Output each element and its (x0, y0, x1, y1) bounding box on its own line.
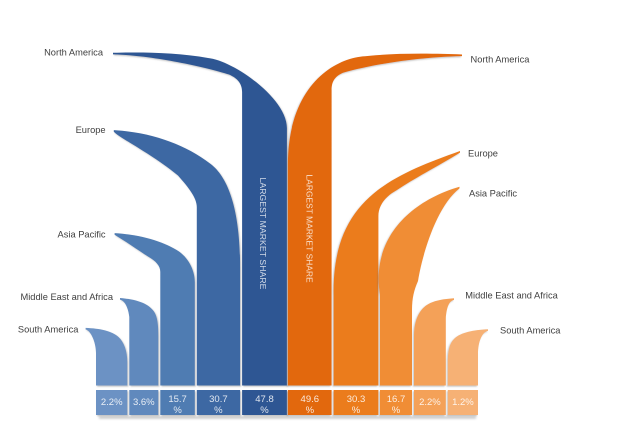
svg-text:2.2%: 2.2% (419, 397, 441, 408)
svg-text:16.7: 16.7 (387, 394, 406, 405)
svg-text:Asia Pacific: Asia Pacific (469, 188, 517, 198)
svg-text:47.8: 47.8 (255, 394, 274, 405)
svg-text:LARGEST MARKET SHARE: LARGEST MARKET SHARE (305, 175, 315, 284)
svg-text:LARGEST MARKET SHARE: LARGEST MARKET SHARE (258, 178, 268, 290)
svg-text:South America: South America (18, 324, 79, 334)
svg-text:15.7: 15.7 (168, 394, 187, 405)
svg-text:30.7: 30.7 (209, 394, 228, 405)
svg-text:Middle East and Africa: Middle East and Africa (465, 291, 558, 301)
svg-text:North America: North America (471, 55, 531, 65)
svg-text:3.6%: 3.6% (133, 397, 155, 408)
svg-text:North America: North America (44, 48, 104, 58)
svg-text:%: % (214, 405, 223, 416)
svg-text:South America: South America (500, 326, 561, 336)
svg-text:Europe: Europe (468, 148, 498, 158)
svg-text:49.6: 49.6 (301, 394, 320, 405)
svg-text:Europe: Europe (76, 125, 106, 135)
svg-text:%: % (392, 405, 401, 416)
svg-text:Asia Pacific: Asia Pacific (58, 230, 106, 240)
svg-text:30.3: 30.3 (347, 394, 366, 405)
svg-text:1.2%: 1.2% (452, 397, 474, 408)
svg-text:%: % (306, 405, 315, 416)
svg-text:%: % (260, 405, 269, 416)
svg-text:2.2%: 2.2% (101, 397, 123, 408)
svg-text:%: % (352, 405, 361, 416)
svg-text:Middle East and Africa: Middle East and Africa (20, 292, 113, 302)
svg-text:%: % (173, 405, 182, 416)
